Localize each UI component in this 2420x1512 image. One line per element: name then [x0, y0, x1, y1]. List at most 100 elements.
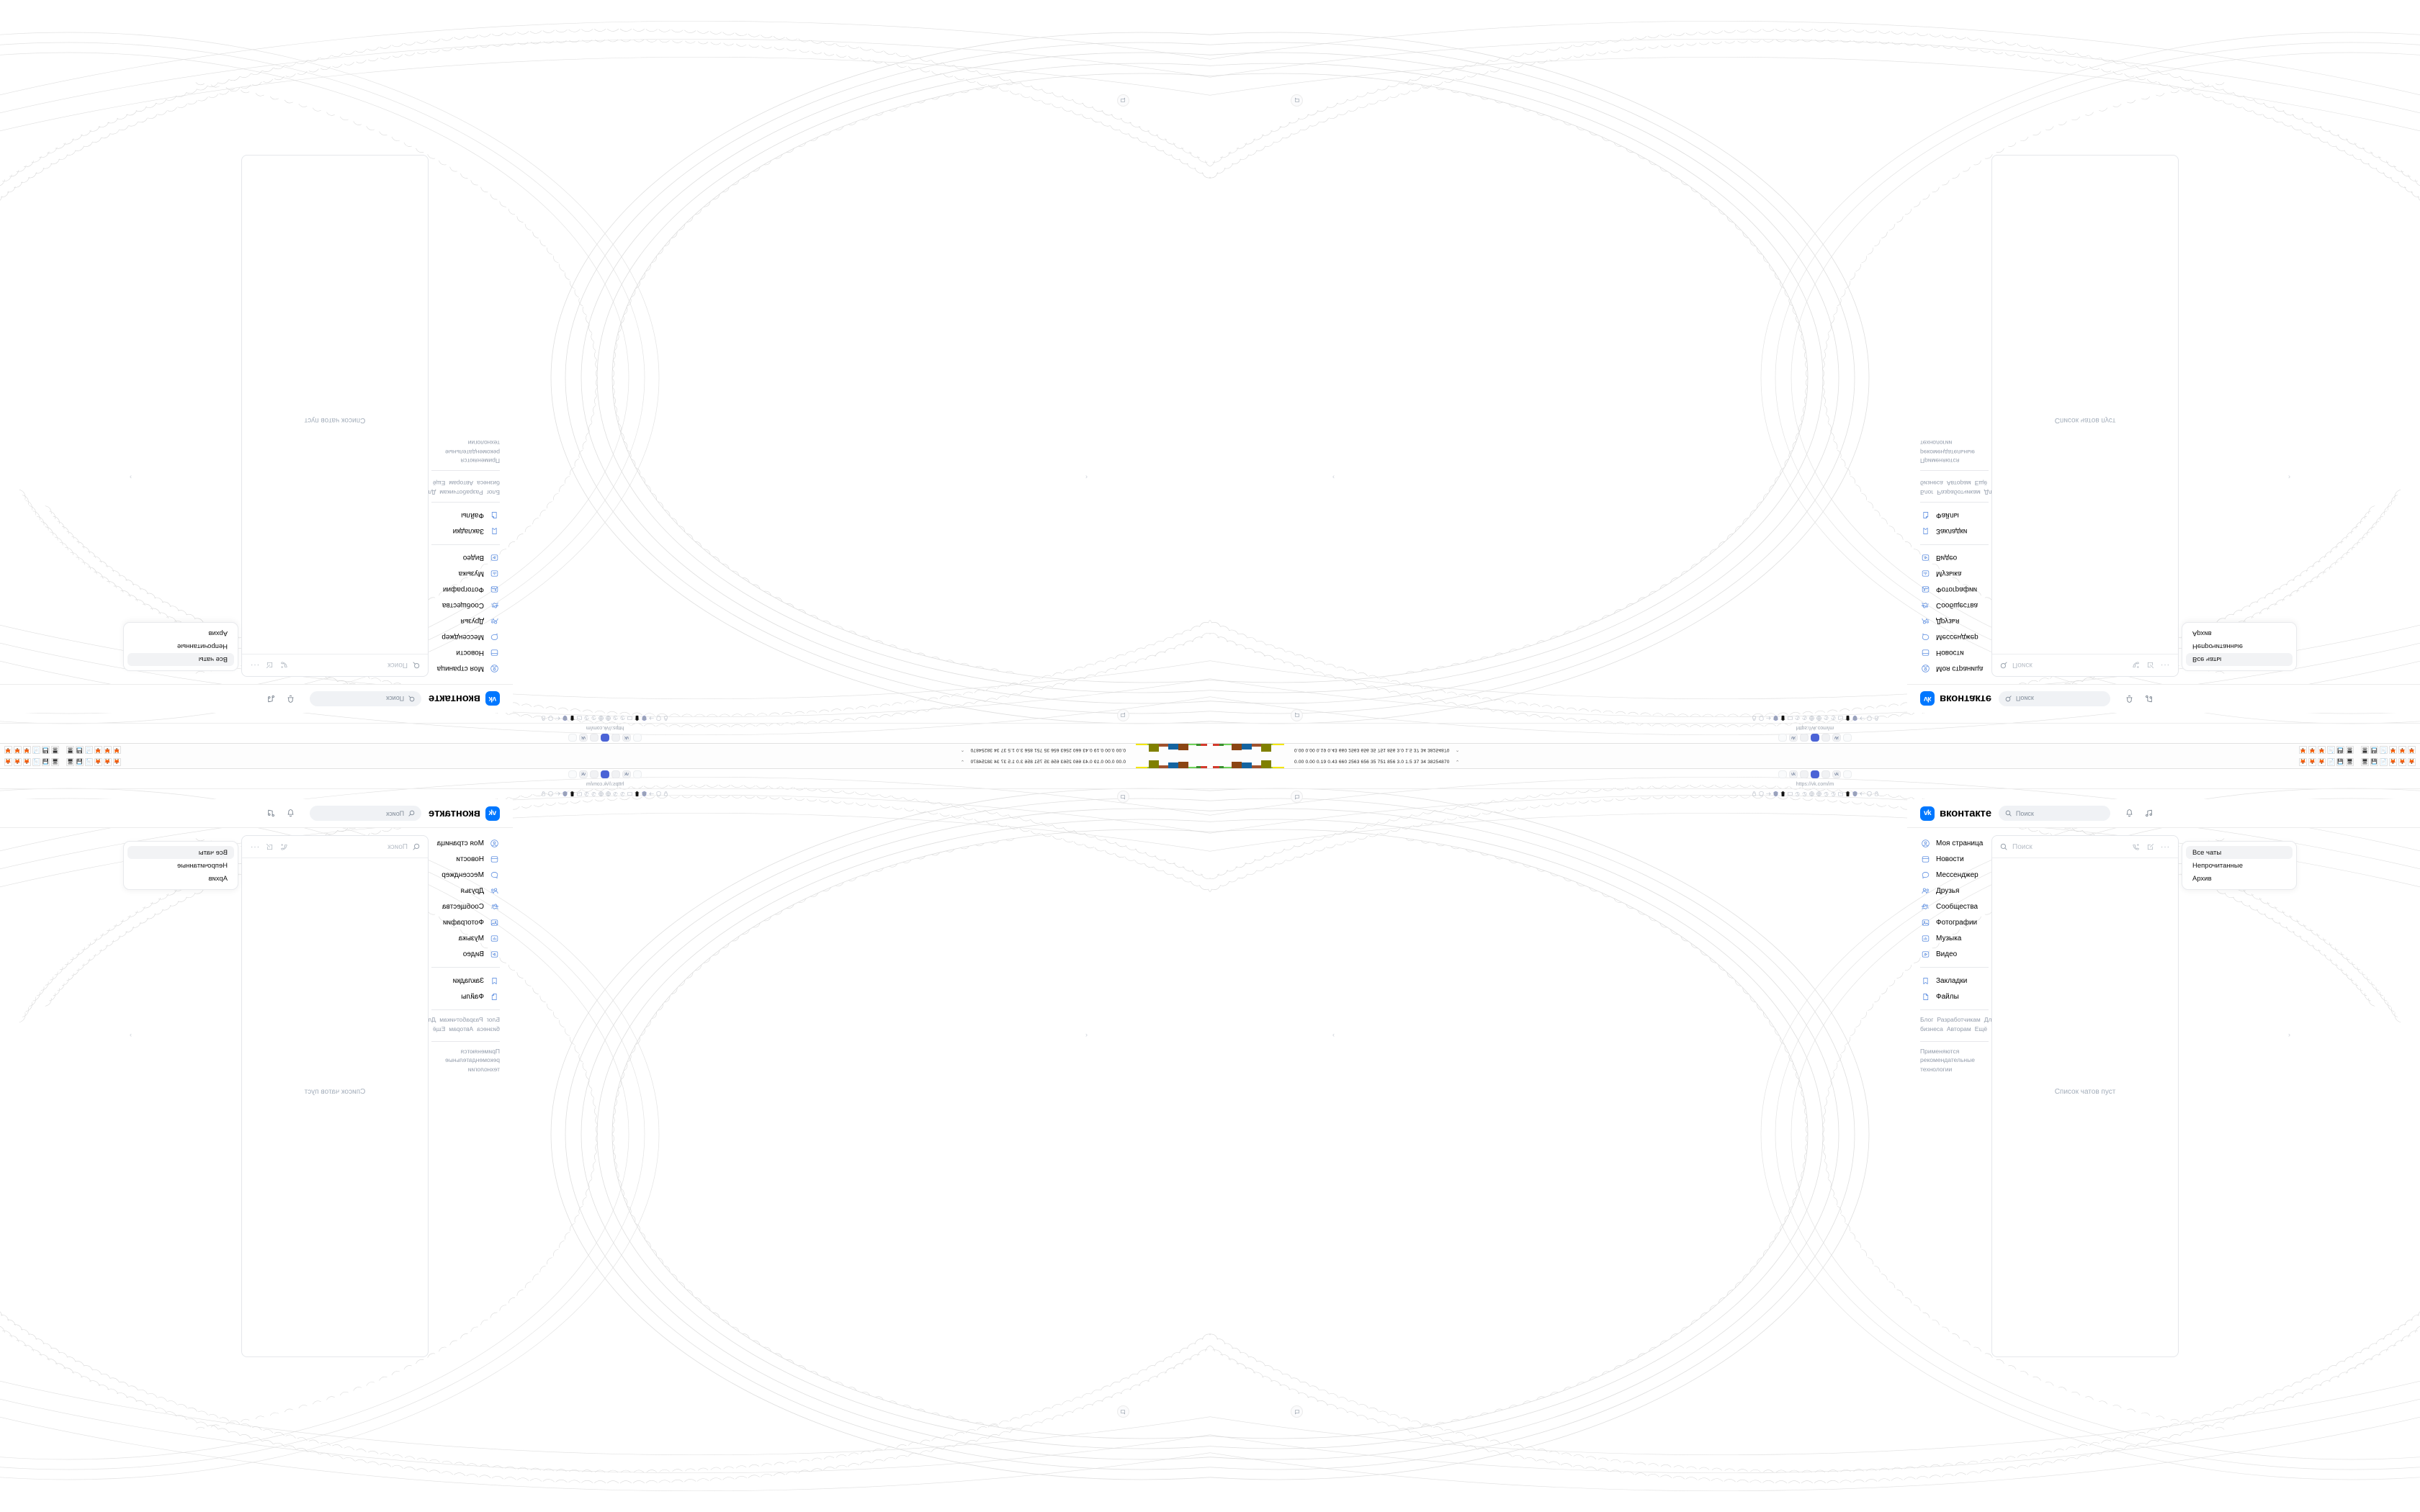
taskbar-app-buttons[interactable]: 🦊 🦊 🦊 📄 💾 🖥 🖥 💾 📄 🦊 🦊 🦊: [0, 758, 121, 766]
lock-icon[interactable]: [1873, 791, 1880, 798]
back-arrow-icon[interactable]: [555, 791, 562, 798]
floppy64-taskbar-icon[interactable]: 💾: [42, 758, 50, 766]
sidebar-footer-links[interactable]: БлогРазработчикамДля бизнесаАвторамЕщё⌄: [424, 1015, 500, 1035]
sidebar-secondary-group[interactable]: Закладки Файлы: [1920, 508, 2008, 539]
tab-blank-left[interactable]: [633, 734, 642, 742]
tab-list[interactable]: vk vk: [568, 770, 642, 778]
back-arrow-icon[interactable]: [555, 714, 562, 722]
folder-icon[interactable]: [1837, 714, 1844, 722]
firefox-taskbar-icon[interactable]: 🦊: [2318, 758, 2326, 766]
vk-logo[interactable]: vk вконтакте: [429, 691, 500, 706]
chat-filter-dropdown[interactable]: Все чаты Непрочитанные Архив: [2182, 841, 2297, 890]
shield-filled-icon[interactable]: [1773, 791, 1779, 798]
compose-message-icon[interactable]: [2146, 843, 2154, 851]
history-icon[interactable]: [613, 714, 619, 722]
globe-icon[interactable]: [606, 714, 612, 722]
sidebar-item-my-page[interactable]: Моя страница: [1920, 835, 2008, 851]
notepad-taskbar-icon[interactable]: 📄: [85, 746, 93, 754]
footer-link-authors[interactable]: Авторам: [449, 479, 474, 487]
notepad-taskbar-icon[interactable]: 📄: [2380, 746, 2388, 754]
sidebar-item-bookmarks[interactable]: Закладки: [1920, 523, 2008, 539]
shield-icon[interactable]: [1758, 791, 1765, 798]
sidebar-item-video[interactable]: Видео: [1920, 946, 2008, 962]
folder-icon[interactable]: [577, 714, 583, 722]
globe-icon[interactable]: [606, 791, 612, 798]
firefox-taskbar-icon[interactable]: 🦊: [2408, 746, 2416, 754]
lock-icon[interactable]: [1751, 791, 1757, 798]
sidebar-item-bookmarks[interactable]: Закладки: [412, 973, 500, 989]
footer-link-developers[interactable]: Разработчикам: [439, 489, 483, 496]
browser-tab-strip[interactable]: vk vk: [1210, 769, 2420, 780]
history-icon[interactable]: [1830, 714, 1837, 722]
carousel-prev-arrow[interactable]: ‹: [1085, 1031, 1088, 1038]
footer-link-more[interactable]: Ещё: [1974, 479, 1988, 487]
history-icon[interactable]: [1794, 714, 1801, 722]
floating-action-button-bottom[interactable]: [1117, 1405, 1129, 1418]
taskbar-expand-chevron[interactable]: ⌃: [1455, 760, 1460, 765]
taskbar-app-buttons[interactable]: 🦊 🦊 🦊 📄 💾 🖥 🖥 💾 📄 🦊 🦊 🦊: [2299, 758, 2420, 766]
tab-blank-right[interactable]: [568, 770, 577, 778]
sidebar-secondary-group[interactable]: Закладки Файлы: [412, 973, 500, 1004]
carousel-next-arrow[interactable]: ›: [2288, 474, 2290, 481]
music-note-icon[interactable]: [2144, 809, 2154, 818]
footer-link-authors[interactable]: Авторам: [449, 1025, 474, 1033]
browser-url-bar[interactable]: https://vk.com/im: [1210, 723, 2420, 732]
history-icon[interactable]: [584, 791, 591, 798]
taskbar-app-buttons[interactable]: 🦊 🦊 🦊 📄 💾 🖥 🖥 💾 📄 🦊 🦊 🦊: [0, 746, 121, 754]
sidebar-primary-group[interactable]: Моя страница Новости Мессенджер Друзья Сообщ…: [1920, 550, 2008, 677]
floating-action-button-bottom[interactable]: [1117, 94, 1129, 107]
vk-top-actions[interactable]: [266, 694, 295, 703]
menu-item-archive[interactable]: Архив: [2192, 874, 2212, 883]
browser-toolbar-icons[interactable]: [1210, 713, 2420, 723]
messenger-action-icons[interactable]: ···: [2132, 662, 2170, 670]
chat-filter-dropdown[interactable]: Все чаты Непрочитанные Архив: [123, 622, 238, 671]
sidebar-item-photos[interactable]: Фотографии: [1920, 582, 2008, 598]
vk-left-sidebar[interactable]: Моя страница Новости Мессенджер Друзья Сообщ…: [412, 828, 513, 1074]
windows-taskbar[interactable]: 0.00 0.00 0.19 0.43 660 2563 656 35 751 …: [0, 756, 1210, 769]
sidebar-footer-links[interactable]: БлогРазработчикамДля бизнесаАвторамЕщё⌄: [1920, 1015, 1996, 1035]
floppy64-taskbar-icon[interactable]: 💾: [2370, 746, 2378, 754]
tab-blank-3[interactable]: [590, 734, 599, 742]
sidebar-item-communities[interactable]: Сообщества: [412, 899, 500, 914]
menu-item-archive[interactable]: Архив: [208, 874, 228, 883]
menu-item-all-chats[interactable]: Все чаты: [2186, 846, 2293, 859]
tab-vk-active[interactable]: [601, 770, 609, 778]
new-call-icon[interactable]: [280, 843, 288, 851]
sidebar-item-friends[interactable]: Друзья: [1920, 613, 2008, 629]
back-arrow-icon[interactable]: [1859, 791, 1865, 798]
menu-item-all-chats[interactable]: Все чаты: [127, 653, 234, 666]
sidebar-item-photos[interactable]: Фотографии: [412, 582, 500, 598]
history-icon[interactable]: [1801, 791, 1808, 798]
tab-blank-3[interactable]: [1821, 770, 1830, 778]
globe-icon[interactable]: [599, 714, 605, 722]
shield-filled-icon[interactable]: [563, 714, 569, 722]
firefox-taskbar-icon[interactable]: 🦊: [2408, 758, 2416, 766]
chat-filter-dropdown[interactable]: Все чаты Непрочитанные Архив: [123, 841, 238, 890]
tab-vk-2[interactable]: vk: [1832, 770, 1841, 778]
floppy-save-taskbar-icon[interactable]: 💾: [2336, 746, 2344, 754]
notepad-taskbar-icon[interactable]: 📄: [85, 758, 93, 766]
firefox-taskbar-icon[interactable]: 🦊: [113, 746, 121, 754]
history-icon[interactable]: [1823, 791, 1829, 798]
folder-icon[interactable]: [1837, 791, 1844, 798]
carousel-prev-arrow[interactable]: ‹: [1332, 474, 1335, 481]
firefox-taskbar-icon[interactable]: 🦊: [14, 746, 22, 754]
vk-left-sidebar[interactable]: Моя страница Новости Мессенджер Друзья Сообщ…: [1907, 438, 2008, 684]
messenger-search-row[interactable]: Поиск ···: [1992, 836, 2178, 858]
footer-link-developers[interactable]: Разработчикам: [1937, 1016, 1981, 1023]
tab-blank-2[interactable]: [1800, 770, 1809, 778]
trash-icon[interactable]: [635, 791, 641, 798]
sidebar-item-my-page[interactable]: Моя страница: [412, 661, 500, 677]
vk-logo[interactable]: vk вконтакте: [429, 806, 500, 821]
carousel-next-arrow[interactable]: ›: [130, 1031, 132, 1038]
sidebar-item-video[interactable]: Видео: [412, 550, 500, 566]
sidebar-item-photos[interactable]: Фотографии: [412, 914, 500, 930]
chat-filter-items[interactable]: Все чаты Непрочитанные Архив: [127, 846, 234, 885]
vk-top-actions[interactable]: [2125, 694, 2154, 703]
firefox-taskbar-icon[interactable]: 🦊: [2299, 746, 2307, 754]
floppy-save-taskbar-icon[interactable]: 💾: [76, 746, 84, 754]
trash-icon[interactable]: [570, 791, 576, 798]
chat-filter-items[interactable]: Все чаты Непрочитанные Архив: [2186, 627, 2293, 666]
browser-url-bar[interactable]: https://vk.com/im: [0, 723, 1210, 732]
forward-arrow-icon[interactable]: [649, 714, 655, 722]
